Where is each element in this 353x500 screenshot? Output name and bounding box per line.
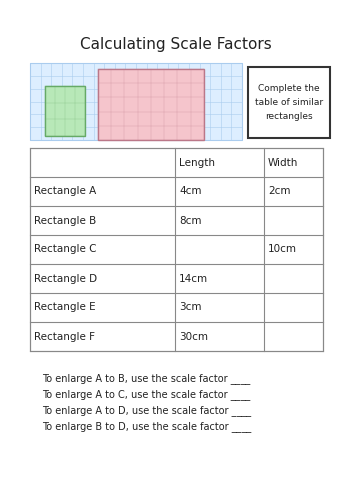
Text: To enlarge A to C, use the scale factor ____: To enlarge A to C, use the scale factor … [42, 389, 250, 400]
Text: 14cm: 14cm [179, 274, 208, 283]
Bar [30, 63, 242, 140]
Text: Rectangle B: Rectangle B [34, 216, 96, 226]
Text: Rectangle C: Rectangle C [34, 244, 96, 254]
Bar [45, 86, 85, 136]
Text: To enlarge A to D, use the scale factor ____: To enlarge A to D, use the scale factor … [42, 405, 251, 416]
Text: Rectangle D: Rectangle D [34, 274, 97, 283]
Text: 2cm: 2cm [268, 186, 291, 196]
Text: 10cm: 10cm [268, 244, 297, 254]
Text: Complete the
table of similar
rectangles: Complete the table of similar rectangles [255, 84, 323, 121]
Text: 4cm: 4cm [179, 186, 202, 196]
Bar [30, 148, 323, 351]
Text: To enlarge A to B, use the scale factor ____: To enlarge A to B, use the scale factor … [42, 373, 250, 384]
Text: Calculating Scale Factors: Calculating Scale Factors [80, 38, 272, 52]
Text: Rectangle F: Rectangle F [34, 332, 95, 342]
Text: To enlarge B to D, use the scale factor ____: To enlarge B to D, use the scale factor … [42, 421, 251, 432]
Text: Width: Width [268, 158, 298, 168]
Text: Rectangle E: Rectangle E [34, 302, 96, 312]
Bar [98, 69, 204, 140]
Text: Length: Length [179, 158, 215, 168]
Text: 8cm: 8cm [179, 216, 202, 226]
Text: 3cm: 3cm [179, 302, 202, 312]
Text: 30cm: 30cm [179, 332, 208, 342]
Bar [248, 67, 330, 138]
Text: Rectangle A: Rectangle A [34, 186, 96, 196]
